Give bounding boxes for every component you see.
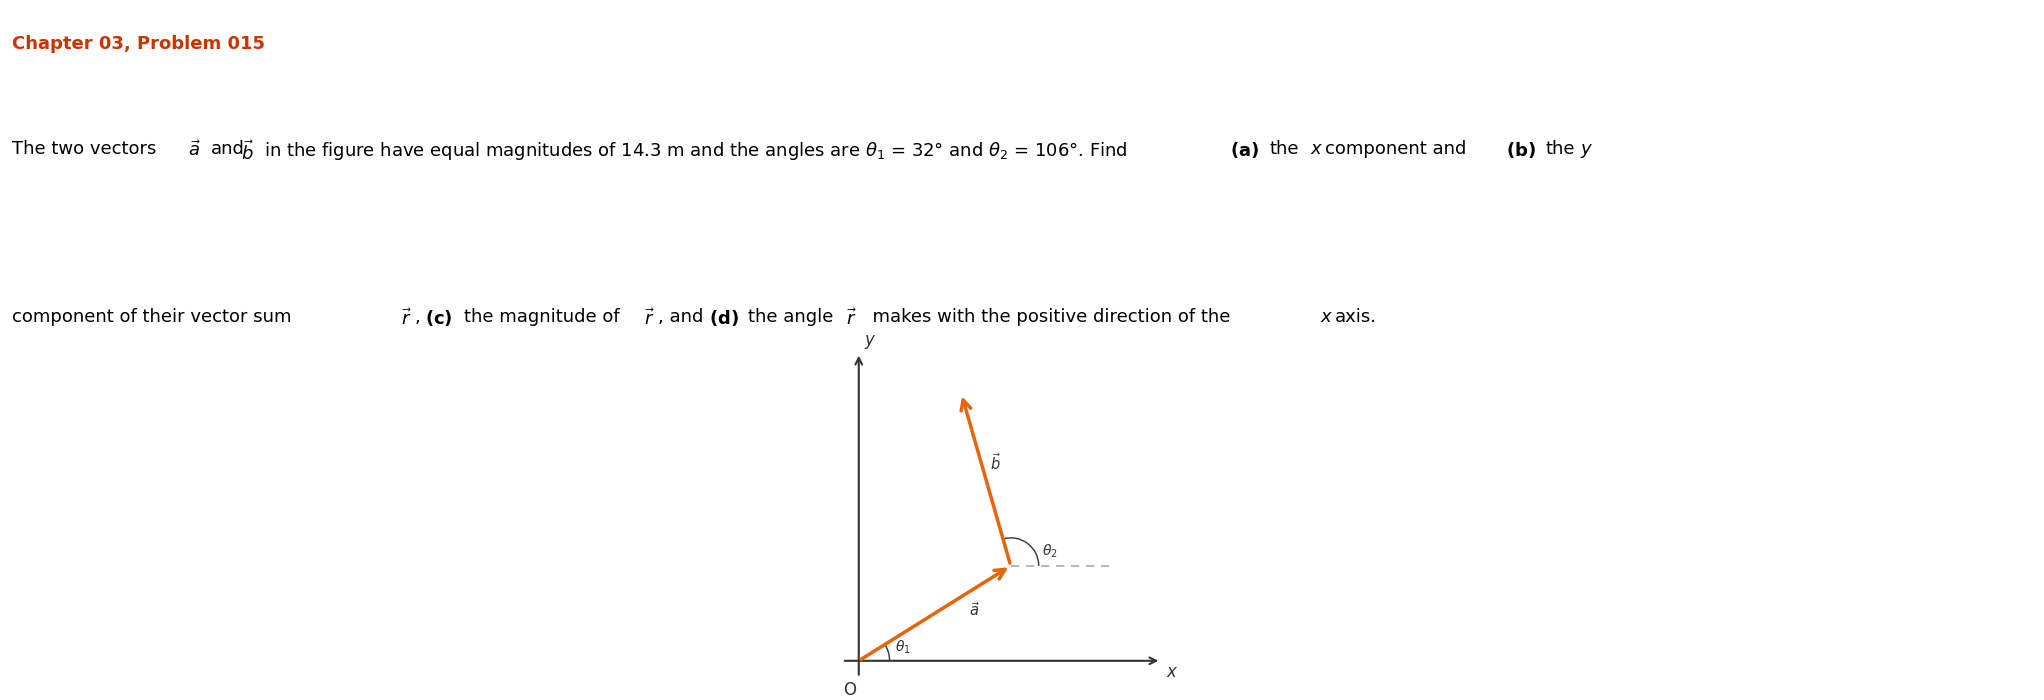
Text: $\vec{b}$: $\vec{b}$ xyxy=(989,452,1002,473)
Text: and: and xyxy=(211,140,245,158)
Text: $\bf{(d)}$: $\bf{(d)}$ xyxy=(709,308,740,328)
Text: the angle: the angle xyxy=(748,308,834,326)
Text: the: the xyxy=(1545,140,1574,158)
Text: Chapter 03, Problem 015: Chapter 03, Problem 015 xyxy=(12,35,266,53)
Text: $\bf{(b)}$: $\bf{(b)}$ xyxy=(1506,140,1537,160)
Text: $\vec{r}$: $\vec{r}$ xyxy=(846,308,856,329)
Text: $\vec{r}$: $\vec{r}$ xyxy=(644,308,654,329)
Text: y: y xyxy=(1580,140,1590,158)
Text: x: x xyxy=(1167,663,1177,681)
Text: the magnitude of: the magnitude of xyxy=(464,308,619,326)
Text: in the figure have equal magnitudes of 14.3 m and the angles are $\theta_1$ = 32: in the figure have equal magnitudes of 1… xyxy=(264,140,1128,162)
Text: ,: , xyxy=(415,308,427,326)
Text: x: x xyxy=(1320,308,1331,326)
Text: x: x xyxy=(1310,140,1320,158)
Text: $\theta_2$: $\theta_2$ xyxy=(1042,542,1059,560)
Text: $\vec{b}$: $\vec{b}$ xyxy=(241,140,253,164)
Text: $\bf{(c)}$: $\bf{(c)}$ xyxy=(425,308,454,328)
Text: $\vec{r}$: $\vec{r}$ xyxy=(401,308,411,329)
Text: $\theta_1$: $\theta_1$ xyxy=(895,639,910,657)
Text: $\vec{a}$: $\vec{a}$ xyxy=(969,601,979,620)
Text: $\bf{(a)}$: $\bf{(a)}$ xyxy=(1230,140,1259,160)
Text: component of their vector sum: component of their vector sum xyxy=(12,308,292,326)
Text: $\vec{a}$: $\vec{a}$ xyxy=(188,140,200,160)
Text: The two vectors: The two vectors xyxy=(12,140,157,158)
Text: O: O xyxy=(844,681,856,699)
Text: axis.: axis. xyxy=(1335,308,1378,326)
Text: , and: , and xyxy=(658,308,703,326)
Text: component and: component and xyxy=(1325,140,1466,158)
Text: y: y xyxy=(865,331,875,349)
Text: makes with the positive direction of the: makes with the positive direction of the xyxy=(861,308,1230,326)
Text: the: the xyxy=(1269,140,1298,158)
